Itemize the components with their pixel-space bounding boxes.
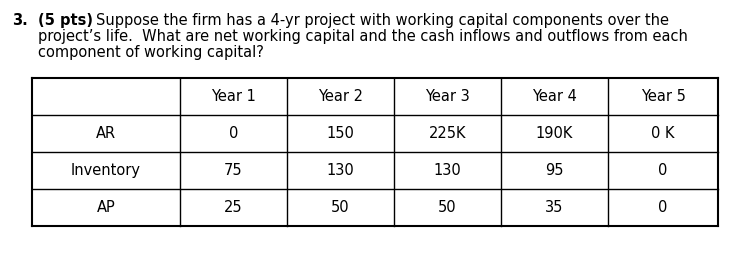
Text: 25: 25	[224, 200, 243, 215]
Text: 130: 130	[326, 163, 354, 178]
Text: 50: 50	[438, 200, 456, 215]
Text: 75: 75	[224, 163, 243, 178]
Text: Inventory: Inventory	[71, 163, 141, 178]
Text: 130: 130	[434, 163, 462, 178]
Text: component of working capital?: component of working capital?	[38, 45, 264, 60]
Text: Suppose the firm has a 4-yr project with working capital components over the: Suppose the firm has a 4-yr project with…	[96, 13, 669, 28]
Text: Year 4: Year 4	[532, 89, 577, 104]
Text: 225K: 225K	[429, 126, 466, 141]
Text: 3.: 3.	[12, 13, 28, 28]
Text: 150: 150	[326, 126, 354, 141]
Text: 0: 0	[229, 126, 238, 141]
Text: 0: 0	[658, 163, 668, 178]
Text: 0 K: 0 K	[651, 126, 675, 141]
Text: 190K: 190K	[536, 126, 573, 141]
Bar	[32, 78, 718, 226]
Text: Year 5: Year 5	[641, 89, 685, 104]
Text: AR: AR	[96, 126, 116, 141]
Text: 0: 0	[658, 200, 668, 215]
Text: Year 3: Year 3	[425, 89, 470, 104]
Text: AP: AP	[96, 200, 115, 215]
Text: Year 1: Year 1	[211, 89, 256, 104]
Text: 95: 95	[545, 163, 564, 178]
Text: 35: 35	[545, 200, 564, 215]
Text: (5 pts): (5 pts)	[38, 13, 93, 28]
Text: project’s life.  What are net working capital and the cash inflows and outflows : project’s life. What are net working cap…	[38, 29, 688, 44]
Text: Year 2: Year 2	[318, 89, 363, 104]
Text: 50: 50	[331, 200, 350, 215]
